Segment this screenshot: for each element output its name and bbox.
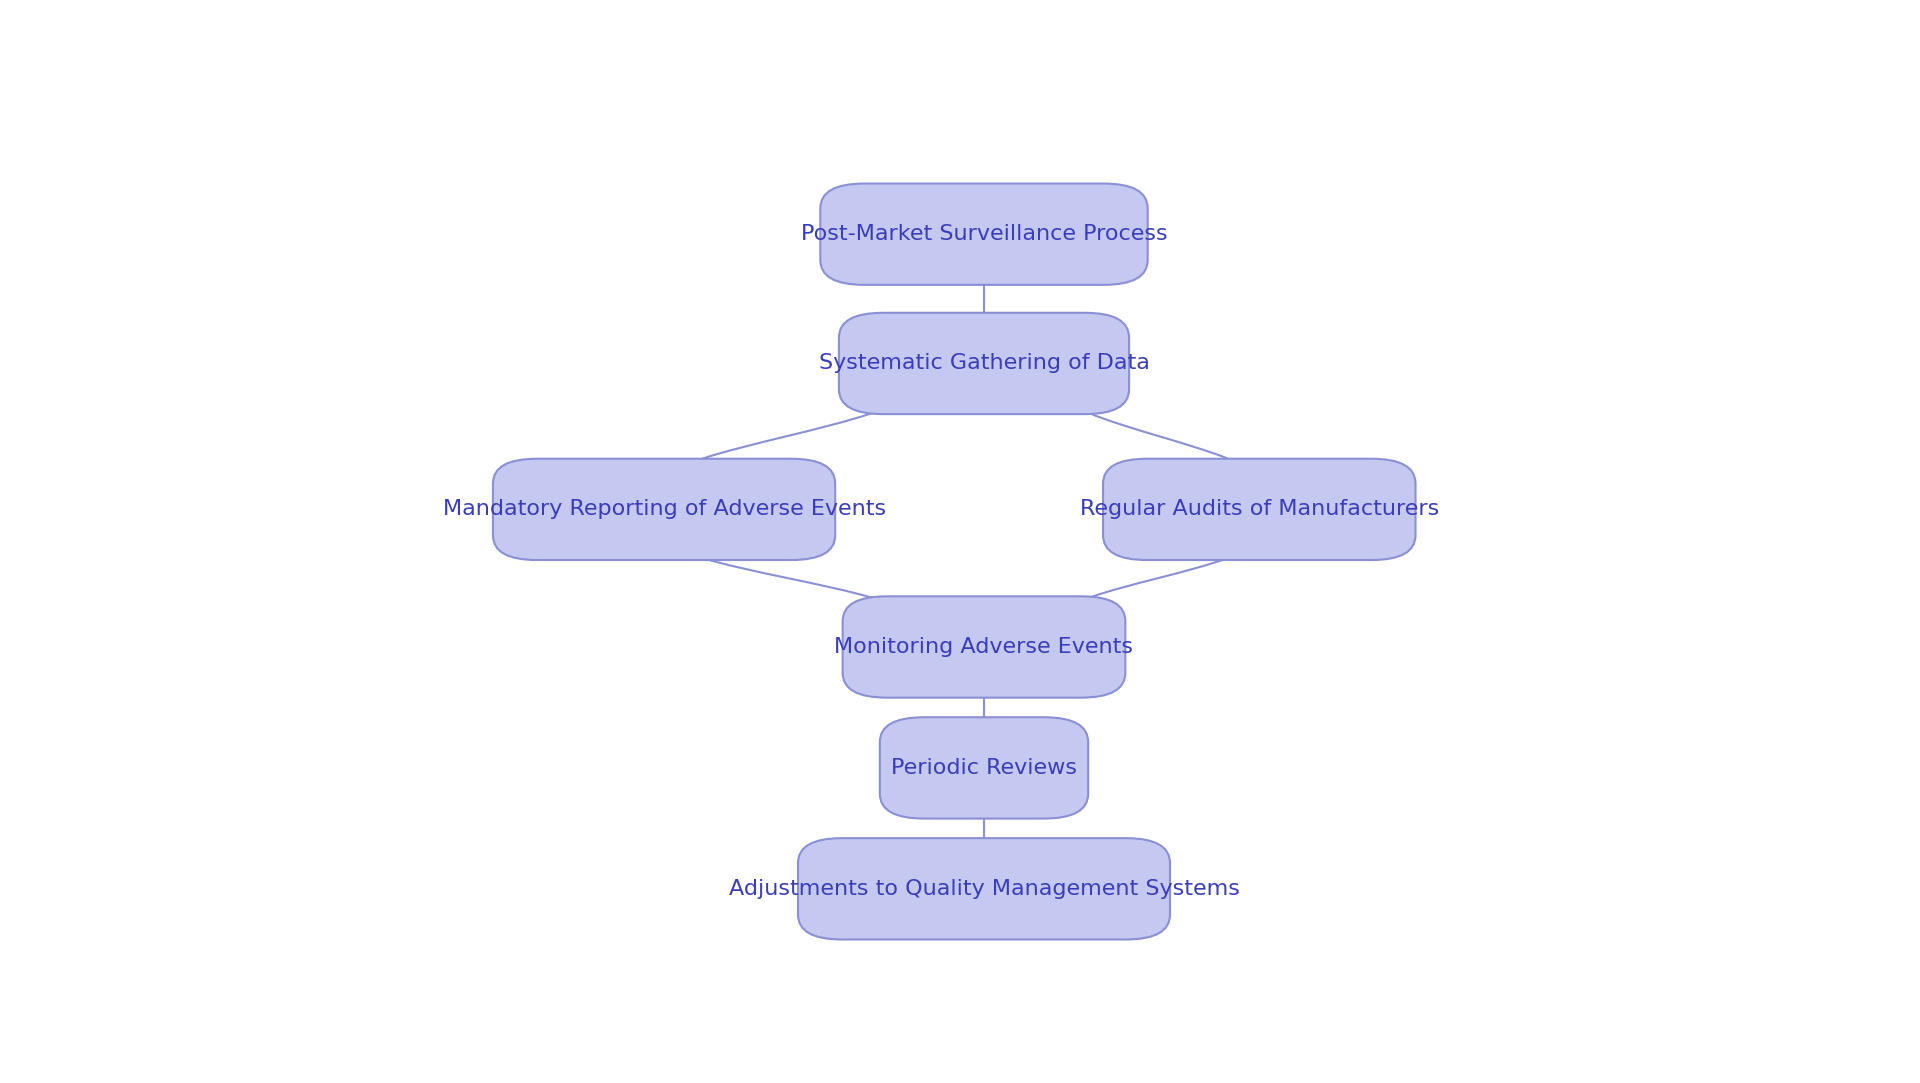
- FancyBboxPatch shape: [799, 838, 1169, 939]
- FancyArrowPatch shape: [1058, 389, 1260, 482]
- FancyBboxPatch shape: [1102, 459, 1415, 560]
- Text: Mandatory Reporting of Adverse Events: Mandatory Reporting of Adverse Events: [442, 499, 885, 520]
- FancyBboxPatch shape: [843, 597, 1125, 697]
- FancyArrowPatch shape: [664, 535, 910, 619]
- FancyBboxPatch shape: [839, 313, 1129, 414]
- FancyBboxPatch shape: [879, 717, 1089, 819]
- Text: Regular Audits of Manufacturers: Regular Audits of Manufacturers: [1079, 499, 1438, 520]
- Text: Systematic Gathering of Data: Systematic Gathering of Data: [818, 353, 1150, 374]
- FancyArrowPatch shape: [664, 389, 910, 482]
- Text: Adjustments to Quality Management Systems: Adjustments to Quality Management System…: [728, 878, 1240, 899]
- Text: Monitoring Adverse Events: Monitoring Adverse Events: [835, 637, 1133, 657]
- FancyBboxPatch shape: [493, 459, 835, 560]
- FancyArrowPatch shape: [1058, 535, 1260, 619]
- Text: Post-Market Surveillance Process: Post-Market Surveillance Process: [801, 224, 1167, 244]
- FancyBboxPatch shape: [820, 183, 1148, 285]
- Text: Periodic Reviews: Periodic Reviews: [891, 758, 1077, 778]
